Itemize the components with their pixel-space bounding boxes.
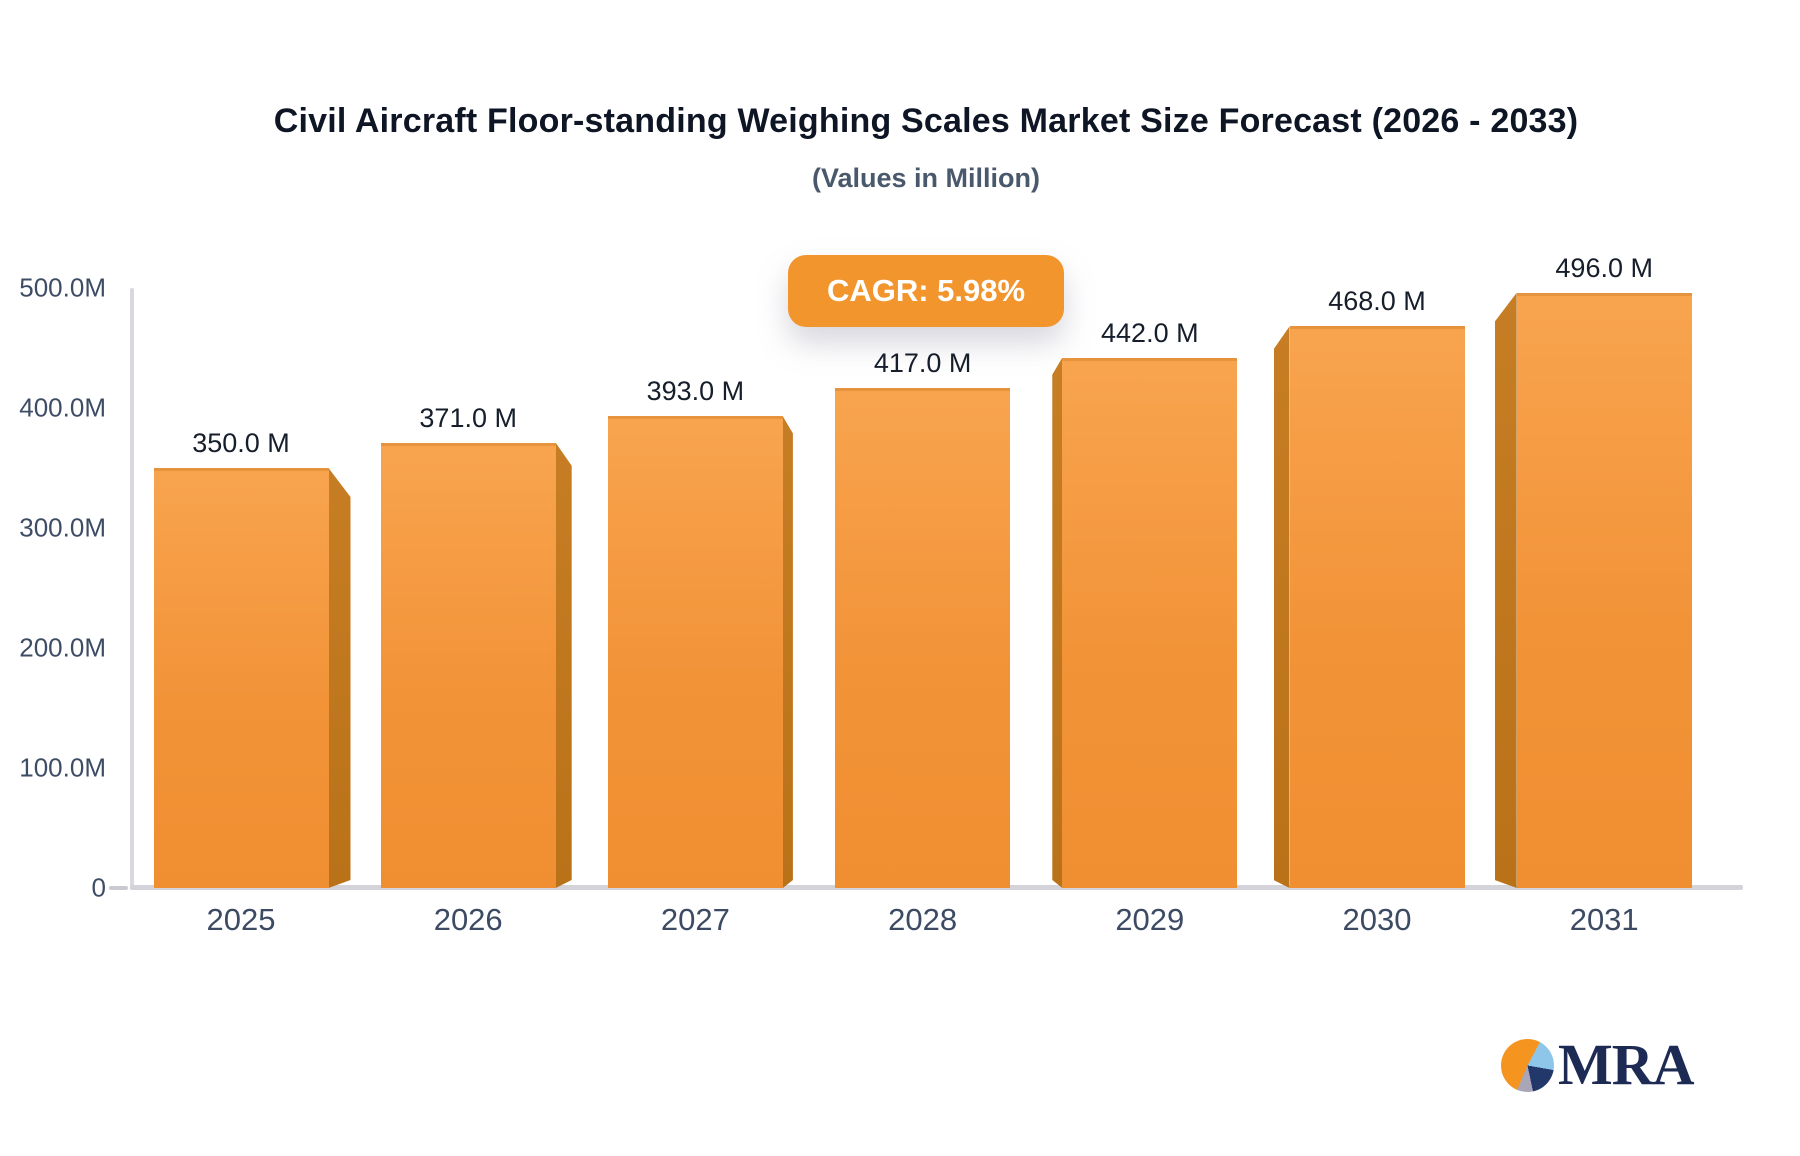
y-axis-tick-label: 500.0M: [19, 272, 106, 303]
x-axis-tick-label: 2025: [206, 902, 276, 937]
bar-face: [1062, 357, 1238, 888]
y-axis-tick-label: 0: [91, 872, 106, 903]
bar-2029[interactable]: [1052, 357, 1238, 888]
x-axis-tick-label: 2030: [1342, 902, 1412, 937]
bar-2027[interactable]: [607, 416, 793, 888]
bar-2026[interactable]: [380, 442, 572, 888]
pie-chart-icon: [1501, 1038, 1554, 1092]
x-axis-tick-label: 2026: [433, 902, 503, 937]
bar-side-3d: [1495, 293, 1517, 888]
bar-face: [1516, 292, 1692, 888]
chart-subtitle: (Values in Million): [811, 163, 1041, 193]
bar-2025[interactable]: [153, 468, 351, 888]
y-axis-tick-label: 400.0M: [19, 392, 106, 423]
x-axis-tick-label: 2028: [888, 902, 958, 937]
chart-title: Civil Aircraft Floor-standing Weighing S…: [273, 102, 1579, 140]
bar-face: [380, 442, 556, 888]
x-axis-tick-label: 2029: [1115, 902, 1185, 937]
bar-value-label: 371.0 M: [419, 402, 517, 433]
bar-2028[interactable]: [835, 387, 1011, 888]
bar-value-label: 350.0 M: [192, 428, 290, 458]
bar-value-label: 468.0 M: [1328, 286, 1426, 317]
y-axis-tick-label: 300.0M: [19, 512, 106, 543]
bar-value-label: 496.0 M: [1555, 252, 1653, 283]
x-axis-tick-label: 2031: [1569, 902, 1639, 937]
bar-value-label: 442.0 M: [1101, 317, 1199, 348]
bar-face: [153, 468, 329, 888]
cagr-badge: CAGR: 5.98%: [788, 255, 1064, 327]
bar-side-3d: [783, 416, 793, 888]
bar-value-label: 417.0 M: [873, 347, 972, 378]
bar-face: [835, 387, 1011, 888]
bar-value-label: 393.0 M: [646, 376, 745, 407]
bar-side-3d: [329, 468, 351, 888]
bar-side-3d: [1274, 326, 1290, 888]
bar-2030[interactable]: [1274, 326, 1465, 888]
bar-side-3d: [556, 443, 572, 888]
bar-face: [607, 416, 783, 888]
y-axis-line: [130, 288, 134, 888]
logo-text: MRA: [1558, 1032, 1695, 1097]
y-axis-tick-label: 100.0M: [19, 752, 106, 783]
mra-logo: MRA: [1501, 1032, 1695, 1097]
zero-tick-mark: [109, 886, 128, 890]
y-axis-tick-label: 200.0M: [19, 632, 106, 663]
x-axis-tick-label: 2027: [660, 902, 730, 937]
bar-side-3d: [1052, 358, 1062, 888]
bar-2031[interactable]: [1495, 292, 1692, 888]
bar-face: [1289, 326, 1465, 888]
cagr-badge-label: CAGR: 5.98%: [826, 273, 1026, 308]
